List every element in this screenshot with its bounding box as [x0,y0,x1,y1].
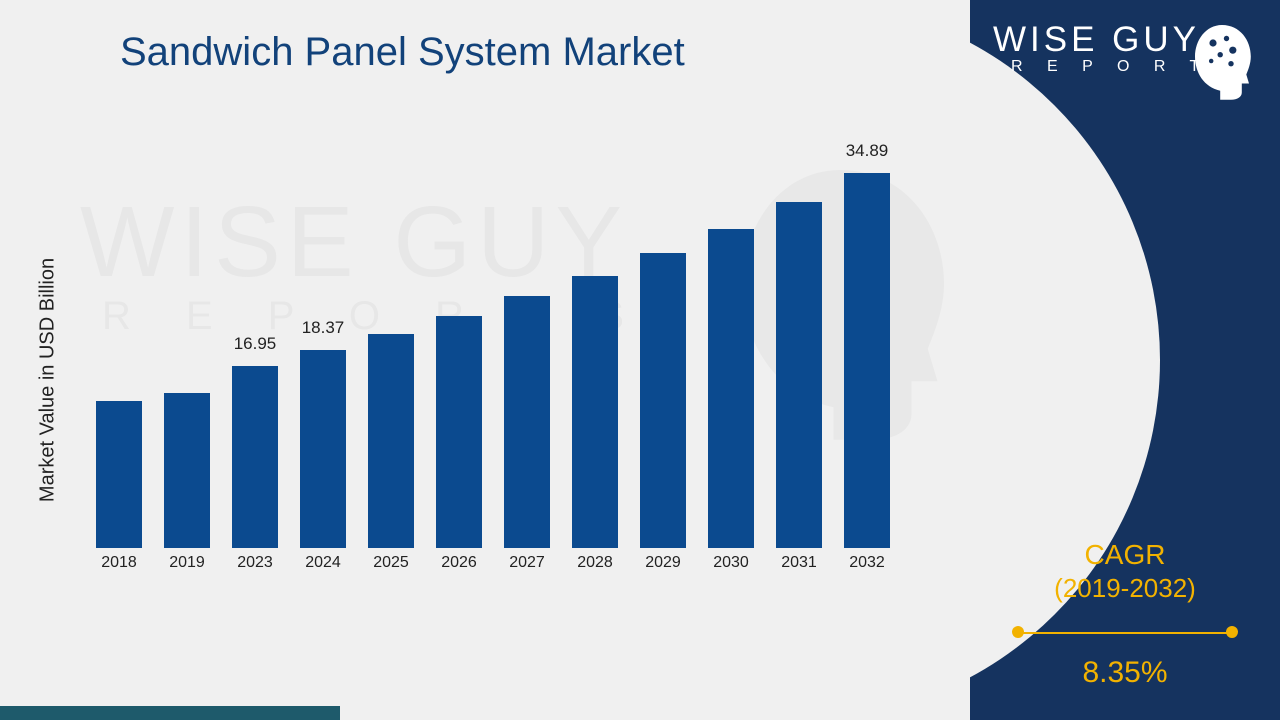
cagr-dot-left [1012,626,1024,638]
bar-x-label: 2023 [221,554,289,572]
bars-container: 2018201916.95202318.37202420252026202720… [85,150,905,548]
cagr-years: (2019-2032) [970,573,1280,604]
bar-value-label: 34.89 [833,141,901,167]
cagr-divider [1018,622,1232,642]
bar [300,350,346,548]
cagr-title: CAGR [970,539,1280,571]
bar [232,366,278,548]
bar-x-label: 2019 [153,554,221,572]
cagr-panel: CAGR (2019-2032) 8.35% [970,539,1280,690]
bar [96,401,142,548]
bar [436,316,482,548]
bar [776,202,822,548]
bar [164,393,210,548]
bar-x-label: 2026 [425,554,493,572]
bar-x-label: 2027 [493,554,561,572]
cagr-dot-right [1226,626,1238,638]
bar [844,173,890,548]
bar-x-label: 2018 [85,554,153,572]
bar [708,229,754,548]
brand-logo: WISE GUY R E P O R T S [993,20,1258,110]
bar [640,253,686,548]
cagr-value: 8.35% [970,656,1280,690]
bar-x-label: 2030 [697,554,765,572]
bar [368,334,414,548]
bar-chart: 2018201916.95202318.37202420252026202720… [85,150,905,570]
bar [504,296,550,548]
bar-x-label: 2025 [357,554,425,572]
infographic-canvas: WISE GUY R E P O R T S WISE GUY R E P O … [0,0,1280,720]
bar-x-label: 2024 [289,554,357,572]
bar-x-label: 2032 [833,554,901,572]
bar-x-label: 2028 [561,554,629,572]
cagr-line [1018,632,1232,634]
logo-head-icon [1186,20,1258,102]
bar-x-label: 2031 [765,554,833,572]
chart-title: Sandwich Panel System Market [120,30,685,75]
footer-accent-bar [0,706,340,720]
bar-value-label: 18.37 [289,318,357,344]
bar [572,276,618,548]
y-axis-label: Market Value in USD Billion [37,258,60,502]
bar-value-label: 16.95 [221,334,289,360]
bar-x-label: 2029 [629,554,697,572]
